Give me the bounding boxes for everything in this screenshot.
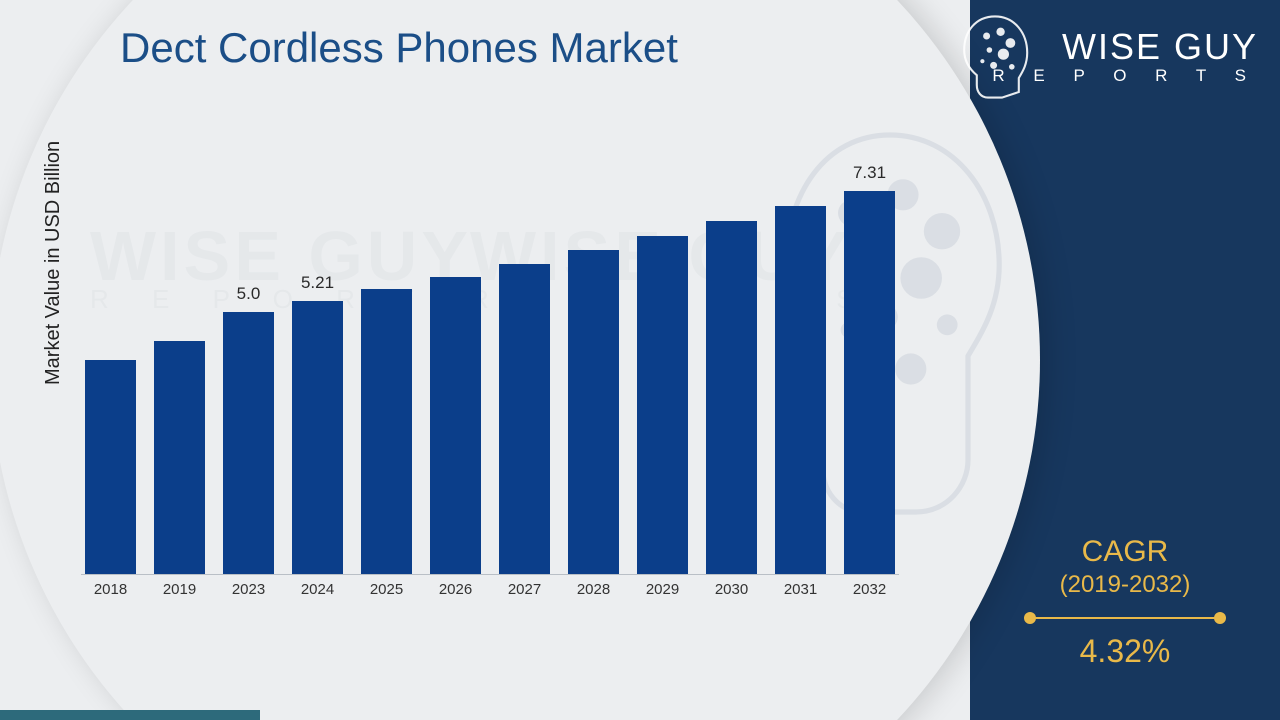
brand-logo: WISE GUY R E P O R T S bbox=[992, 26, 1258, 86]
bottom-strip bbox=[0, 710, 260, 720]
bar-wrap: 5.21 bbox=[292, 165, 343, 575]
bar bbox=[706, 221, 757, 575]
x-axis-label: 2031 bbox=[775, 575, 826, 605]
bar-wrap: 7.31 bbox=[844, 165, 895, 575]
bar-value-label: 7.31 bbox=[853, 163, 886, 183]
x-axis-label: 2023 bbox=[223, 575, 274, 605]
chart-title: Dect Cordless Phones Market bbox=[120, 24, 678, 72]
bar bbox=[361, 289, 412, 575]
bar bbox=[775, 206, 826, 575]
cagr-period: (2019-2032) bbox=[1010, 571, 1240, 599]
bars-container: 5.0 5.21 7.31 bbox=[85, 165, 895, 575]
bar-wrap bbox=[775, 165, 826, 575]
chart-area: 5.0 5.21 7.31 2018 2019 2023 2024 2025 2026 2027… bbox=[85, 165, 895, 605]
bar-wrap bbox=[706, 165, 757, 575]
x-axis-label: 2028 bbox=[568, 575, 619, 605]
bar bbox=[499, 264, 550, 575]
bar-wrap bbox=[361, 165, 412, 575]
bar bbox=[568, 250, 619, 575]
x-axis-label: 2027 bbox=[499, 575, 550, 605]
cagr-value: 4.32% bbox=[1010, 633, 1240, 670]
bar-value-label: 5.0 bbox=[237, 284, 261, 304]
x-axis-label: 2024 bbox=[292, 575, 343, 605]
y-axis-label: Market Value in USD Billion bbox=[42, 141, 65, 385]
chart-plot: 5.0 5.21 7.31 bbox=[85, 165, 895, 575]
bar bbox=[844, 191, 895, 575]
bar-value-label: 5.21 bbox=[301, 273, 334, 293]
x-axis-label: 2018 bbox=[85, 575, 136, 605]
x-axis-labels: 2018 2019 2023 2024 2025 2026 2027 2028 2029 2030… bbox=[85, 575, 895, 605]
bar bbox=[430, 277, 481, 575]
stage: WISE GUYR E P O R T S WISE GUYR E P O R … bbox=[0, 0, 1280, 720]
bar bbox=[223, 312, 274, 575]
brand-head-icon bbox=[960, 14, 1030, 100]
bar-wrap bbox=[568, 165, 619, 575]
x-axis-label: 2032 bbox=[844, 575, 895, 605]
x-axis-label: 2026 bbox=[430, 575, 481, 605]
x-axis-label: 2019 bbox=[154, 575, 205, 605]
bar bbox=[85, 360, 136, 576]
bar bbox=[637, 236, 688, 575]
x-axis-label: 2029 bbox=[637, 575, 688, 605]
brand-line-1: WISE GUY bbox=[992, 26, 1258, 68]
cagr-divider bbox=[1030, 617, 1220, 619]
brand-line-2: R E P O R T S bbox=[992, 66, 1258, 86]
x-axis-label: 2025 bbox=[361, 575, 412, 605]
bar bbox=[154, 341, 205, 575]
bar-wrap bbox=[637, 165, 688, 575]
x-axis-label: 2030 bbox=[706, 575, 757, 605]
cagr-label: CAGR bbox=[1010, 535, 1240, 569]
bar-wrap bbox=[430, 165, 481, 575]
cagr-block: CAGR (2019-2032) 4.32% bbox=[1010, 535, 1240, 670]
bar bbox=[292, 301, 343, 575]
bar-wrap bbox=[499, 165, 550, 575]
bar-wrap: 5.0 bbox=[223, 165, 274, 575]
bar-wrap bbox=[85, 165, 136, 575]
bar-wrap bbox=[154, 165, 205, 575]
